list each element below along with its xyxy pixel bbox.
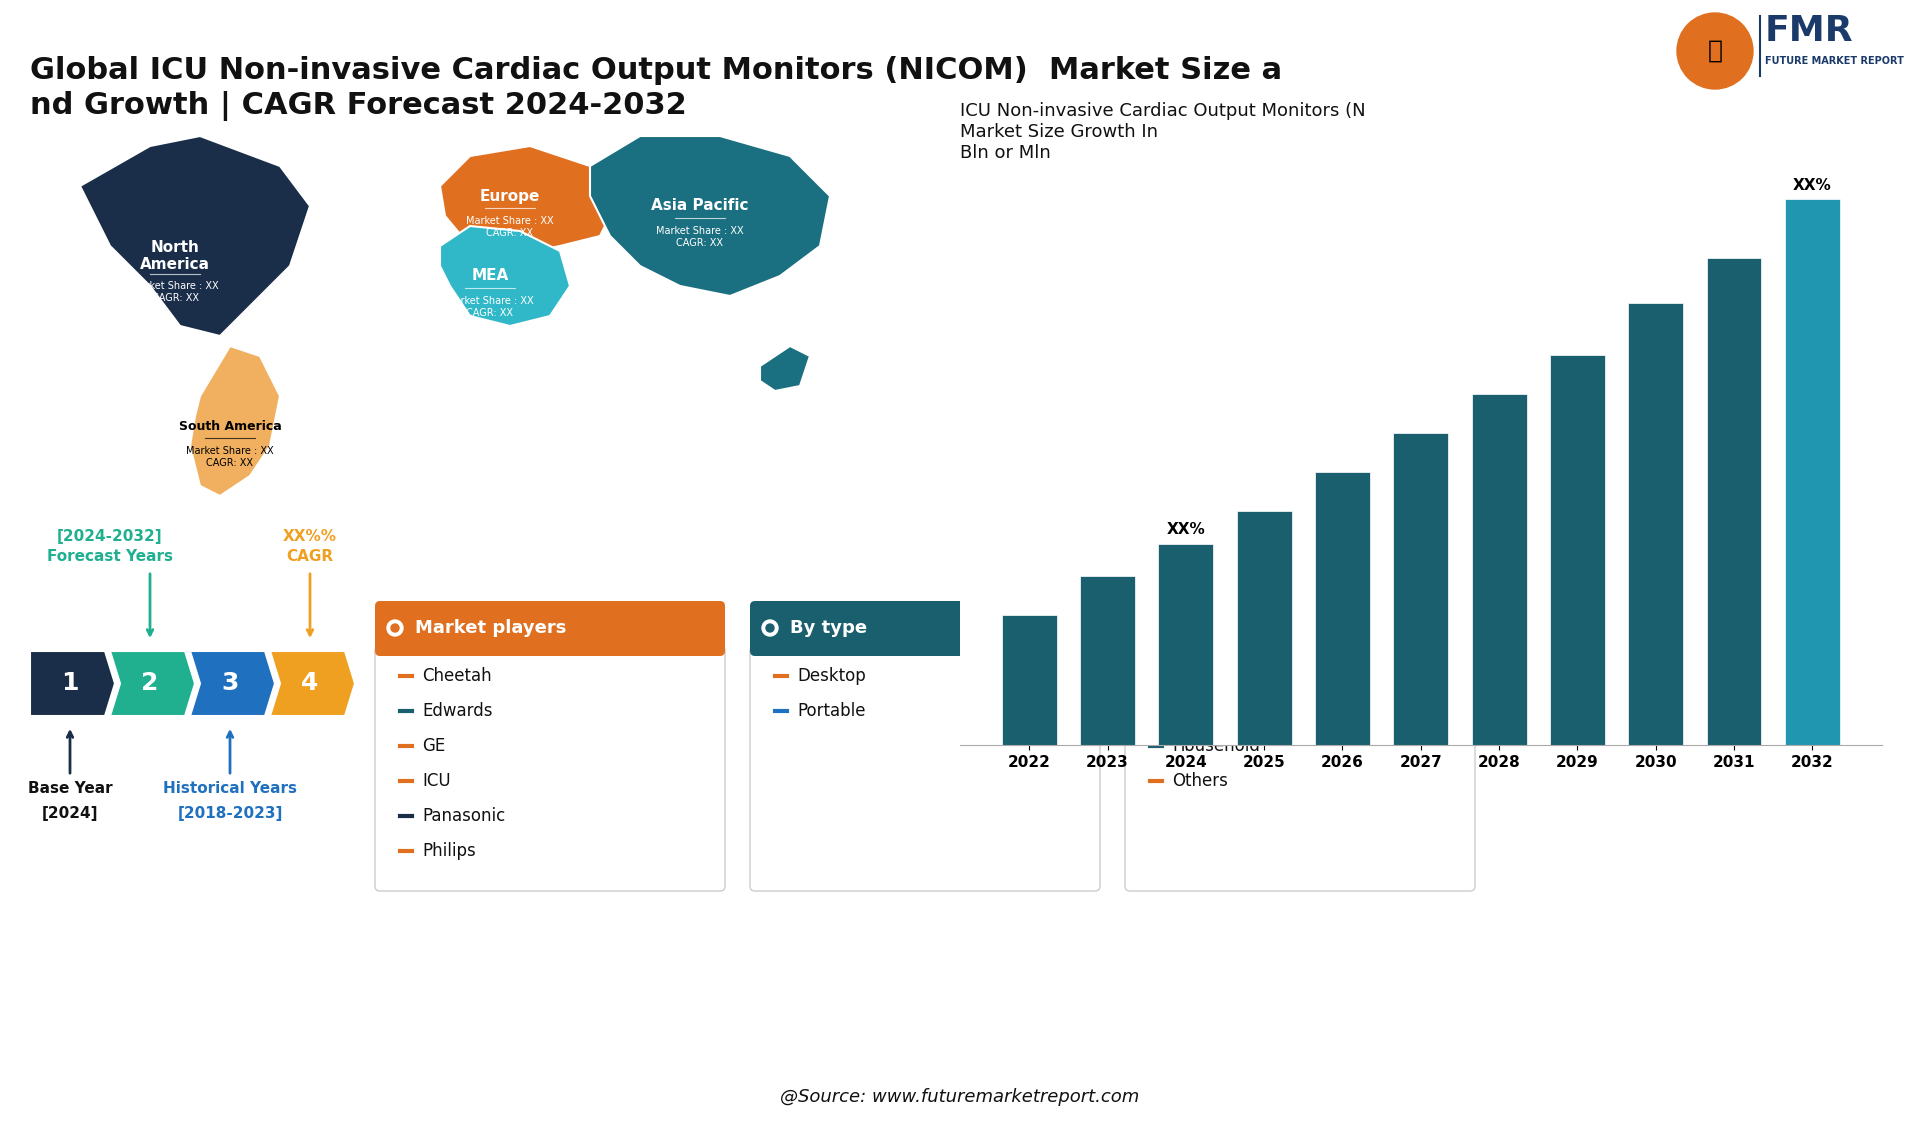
Circle shape	[762, 620, 778, 636]
Text: Europe: Europe	[480, 188, 540, 204]
Polygon shape	[271, 651, 355, 716]
Text: @Source: www.futuremarketreport.com: @Source: www.futuremarketreport.com	[780, 1088, 1140, 1106]
Text: XX%%: XX%%	[282, 529, 338, 544]
Text: Market Share : XX
CAGR: XX: Market Share : XX CAGR: XX	[186, 446, 275, 468]
Text: Market Share : XX
CAGR: XX: Market Share : XX CAGR: XX	[131, 281, 219, 303]
Polygon shape	[81, 136, 309, 336]
Text: Market Share : XX
CAGR: XX: Market Share : XX CAGR: XX	[445, 296, 534, 317]
Text: nd Growth | CAGR Forecast 2024-2032: nd Growth | CAGR Forecast 2024-2032	[31, 91, 687, 121]
Text: 🔭: 🔭	[1707, 39, 1722, 63]
Text: Global ICU Non-invasive Cardiac Output Monitors (NICOM)  Market Size a: Global ICU Non-invasive Cardiac Output M…	[31, 56, 1283, 85]
Text: MEA: MEA	[472, 268, 509, 283]
Text: Cheetah: Cheetah	[422, 667, 492, 685]
Text: Market Share : XX
CAGR: XX: Market Share : XX CAGR: XX	[657, 226, 743, 248]
Circle shape	[1140, 625, 1148, 631]
Polygon shape	[109, 651, 196, 716]
Text: 4: 4	[301, 672, 319, 696]
Text: CAGR: CAGR	[286, 549, 334, 564]
FancyBboxPatch shape	[374, 646, 726, 890]
Text: Others: Others	[1171, 772, 1229, 790]
FancyBboxPatch shape	[374, 601, 726, 656]
Bar	[1707, 258, 1761, 745]
Bar	[1549, 355, 1605, 745]
FancyBboxPatch shape	[1125, 646, 1475, 890]
Text: Market players: Market players	[415, 619, 566, 637]
Text: Market Share : XX
CAGR: XX: Market Share : XX CAGR: XX	[467, 215, 553, 237]
Bar	[1158, 543, 1213, 745]
Text: XX%: XX%	[1167, 523, 1206, 537]
Text: Panasonic: Panasonic	[422, 807, 505, 825]
Text: 2: 2	[142, 672, 159, 696]
Text: 1: 1	[61, 672, 79, 696]
Text: By application: By application	[1165, 619, 1309, 637]
Text: By type: By type	[789, 619, 868, 637]
Text: GE: GE	[422, 737, 445, 755]
Text: FMR: FMR	[1764, 14, 1853, 48]
Text: ICU Non-invasive Cardiac Output Monitors (N
Market Size Growth In
Bln or Mln: ICU Non-invasive Cardiac Output Monitors…	[960, 102, 1365, 162]
Polygon shape	[440, 226, 570, 325]
Text: FUTURE MARKET REPORT: FUTURE MARKET REPORT	[1764, 56, 1905, 66]
Text: Desktop: Desktop	[797, 667, 866, 685]
Bar	[1081, 576, 1135, 745]
Circle shape	[392, 625, 399, 631]
Text: 3: 3	[221, 672, 238, 696]
Circle shape	[766, 625, 774, 631]
FancyBboxPatch shape	[751, 646, 1100, 890]
Polygon shape	[589, 136, 829, 296]
FancyBboxPatch shape	[751, 601, 1100, 656]
Text: [2024]: [2024]	[42, 806, 98, 821]
Text: Historical Years: Historical Years	[163, 782, 298, 796]
Text: ICU: ICU	[422, 772, 451, 790]
Text: [2018-2023]: [2018-2023]	[177, 806, 282, 821]
Text: Edwards: Edwards	[422, 702, 493, 720]
Bar	[1394, 433, 1448, 745]
Bar	[1002, 615, 1056, 745]
Bar	[1315, 472, 1369, 745]
Bar	[1236, 511, 1292, 745]
Bar	[1473, 394, 1526, 745]
Polygon shape	[440, 146, 620, 256]
Text: Forecast Years: Forecast Years	[46, 549, 173, 564]
Text: Asia Pacific: Asia Pacific	[651, 198, 749, 213]
Bar	[1628, 304, 1684, 745]
Text: Portable: Portable	[797, 702, 866, 720]
Polygon shape	[190, 651, 275, 716]
Text: [2024-2032]: [2024-2032]	[58, 529, 163, 544]
Circle shape	[1676, 13, 1753, 89]
Circle shape	[388, 620, 403, 636]
Text: Base Year: Base Year	[27, 782, 111, 796]
Polygon shape	[190, 346, 280, 496]
Text: Household: Household	[1171, 737, 1260, 755]
Text: South America: South America	[179, 419, 282, 432]
Text: Hospital: Hospital	[1171, 702, 1240, 720]
Circle shape	[1137, 620, 1154, 636]
Text: Clinic: Clinic	[1171, 667, 1217, 685]
Bar	[1786, 199, 1839, 745]
Text: Philips: Philips	[422, 842, 476, 860]
Polygon shape	[760, 346, 810, 391]
Text: North
America: North America	[140, 240, 209, 273]
Polygon shape	[31, 651, 115, 716]
Text: XX%: XX%	[1793, 178, 1832, 193]
FancyBboxPatch shape	[1125, 601, 1475, 656]
